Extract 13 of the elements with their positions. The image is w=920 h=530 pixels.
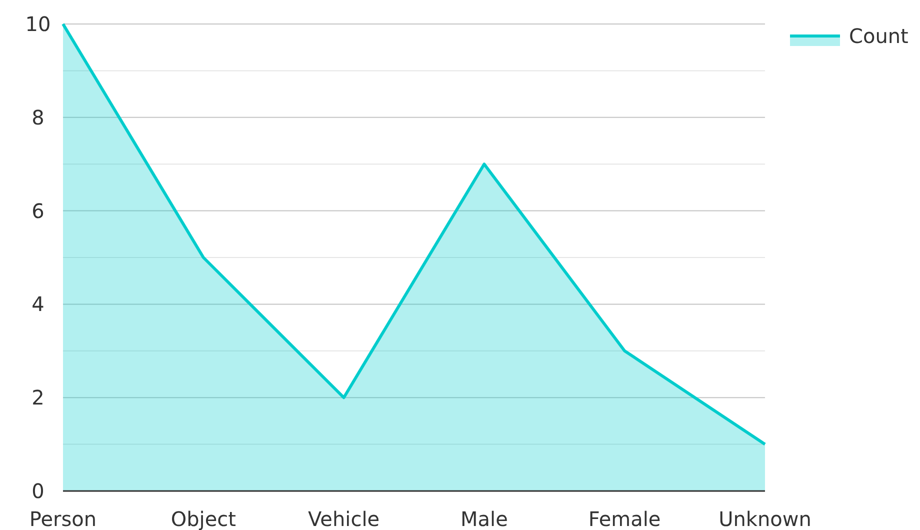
x-tick-label: Object — [170, 507, 236, 530]
y-tick-label: 8 — [32, 105, 44, 130]
y-tick-label: 10 — [25, 12, 51, 36]
y-tick-label: 0 — [32, 479, 44, 503]
x-tick-label: Female — [588, 507, 661, 530]
legend-label: Count — [849, 24, 909, 48]
x-tick-label: Person — [29, 507, 97, 530]
x-tick-label: Male — [460, 507, 508, 530]
y-tick-label: 4 — [32, 292, 44, 316]
x-tick-label: Unknown — [718, 507, 812, 530]
x-tick-label: Vehicle — [308, 507, 380, 530]
y-tick-label: 2 — [32, 386, 44, 410]
y-tick-label: 6 — [32, 198, 44, 223]
